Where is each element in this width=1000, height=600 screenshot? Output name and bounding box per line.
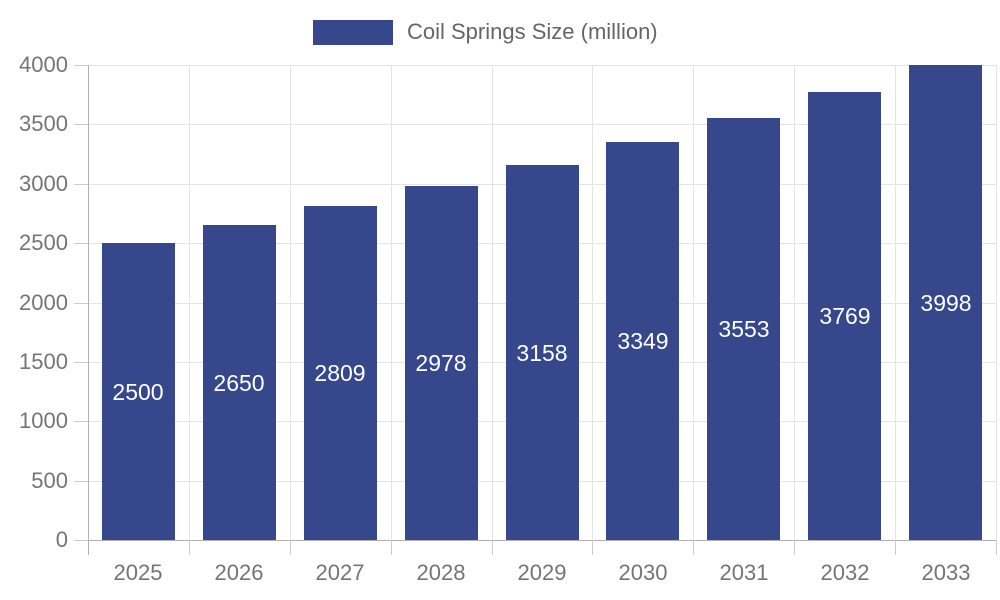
- y-axis-tick: [74, 362, 88, 363]
- y-axis-tick: [74, 303, 88, 304]
- y-axis-tick-label: 2000: [19, 290, 68, 315]
- y-axis-tick-label: 500: [31, 468, 68, 493]
- x-axis-line: [74, 540, 996, 541]
- y-axis-tick-label: 1000: [19, 408, 68, 433]
- gridline-vertical: [794, 65, 795, 540]
- y-axis-tick-label: 4000: [19, 52, 68, 77]
- bar-value-label: 2650: [213, 370, 265, 396]
- y-axis-tick-label: 1500: [19, 349, 68, 374]
- y-axis-tick-label: 3500: [19, 111, 68, 136]
- bar[interactable]: [506, 165, 579, 540]
- bar[interactable]: [707, 118, 780, 540]
- bar-value-label: 2500: [112, 379, 164, 405]
- gridline-vertical: [895, 65, 896, 540]
- x-axis-tick-label: 2030: [618, 560, 668, 585]
- bar-value-label: 3769: [819, 303, 871, 329]
- gridline-vertical: [189, 65, 190, 540]
- bar-value-label: 3158: [516, 340, 568, 366]
- legend-swatch: [313, 19, 393, 45]
- gridline-horizontal: [88, 65, 996, 66]
- y-axis-tick-label: 0: [55, 527, 68, 552]
- x-axis-tick-label: 2033: [921, 560, 971, 585]
- bar[interactable]: [102, 243, 175, 540]
- bar[interactable]: [304, 206, 377, 540]
- bar[interactable]: [405, 186, 478, 540]
- x-axis-tick: [189, 540, 190, 555]
- y-axis-tick: [74, 421, 88, 422]
- x-axis-tick-label: 2025: [113, 560, 163, 585]
- y-axis-line: [88, 65, 89, 555]
- x-axis-tick-label: 2027: [315, 560, 365, 585]
- y-axis-tick: [74, 184, 88, 185]
- x-axis-tick: [794, 540, 795, 555]
- x-axis-tick-label: 2026: [214, 560, 264, 585]
- legend[interactable]: Coil Springs Size (million): [313, 19, 658, 45]
- y-axis-tick: [74, 124, 88, 125]
- x-axis-tick: [996, 540, 997, 555]
- gridline-vertical: [290, 65, 291, 540]
- gridline-horizontal: [88, 124, 996, 125]
- gridline-vertical: [996, 65, 997, 540]
- y-axis-tick-label: 2500: [19, 230, 68, 255]
- bar[interactable]: [606, 142, 679, 540]
- bar-value-label: 2978: [415, 350, 467, 376]
- gridline-vertical: [693, 65, 694, 540]
- bar-value-label: 3349: [617, 328, 669, 354]
- x-axis-tick-label: 2031: [719, 560, 769, 585]
- x-axis-tick: [290, 540, 291, 555]
- x-axis-tick-label: 2028: [416, 560, 466, 585]
- x-axis-tick: [693, 540, 694, 555]
- bar[interactable]: [203, 225, 276, 540]
- legend-label: Coil Springs Size (million): [407, 19, 658, 44]
- bar-value-label: 3553: [718, 316, 770, 342]
- y-axis-tick: [74, 481, 88, 482]
- bar[interactable]: [909, 65, 982, 540]
- bar-value-label: 3998: [920, 290, 972, 316]
- gridline-vertical: [391, 65, 392, 540]
- bar-value-label: 2809: [314, 360, 366, 386]
- gridline-vertical: [592, 65, 593, 540]
- x-axis-tick-label: 2032: [820, 560, 870, 585]
- bar[interactable]: [808, 92, 881, 540]
- y-axis-tick: [74, 243, 88, 244]
- x-axis-tick: [895, 540, 896, 555]
- x-axis-tick: [492, 540, 493, 555]
- gridline-vertical: [492, 65, 493, 540]
- x-axis-tick: [391, 540, 392, 555]
- y-axis-tick: [74, 540, 88, 541]
- y-axis-tick-label: 3000: [19, 171, 68, 196]
- x-axis-tick-label: 2029: [517, 560, 567, 585]
- x-axis-tick: [592, 540, 593, 555]
- y-axis-tick: [74, 65, 88, 66]
